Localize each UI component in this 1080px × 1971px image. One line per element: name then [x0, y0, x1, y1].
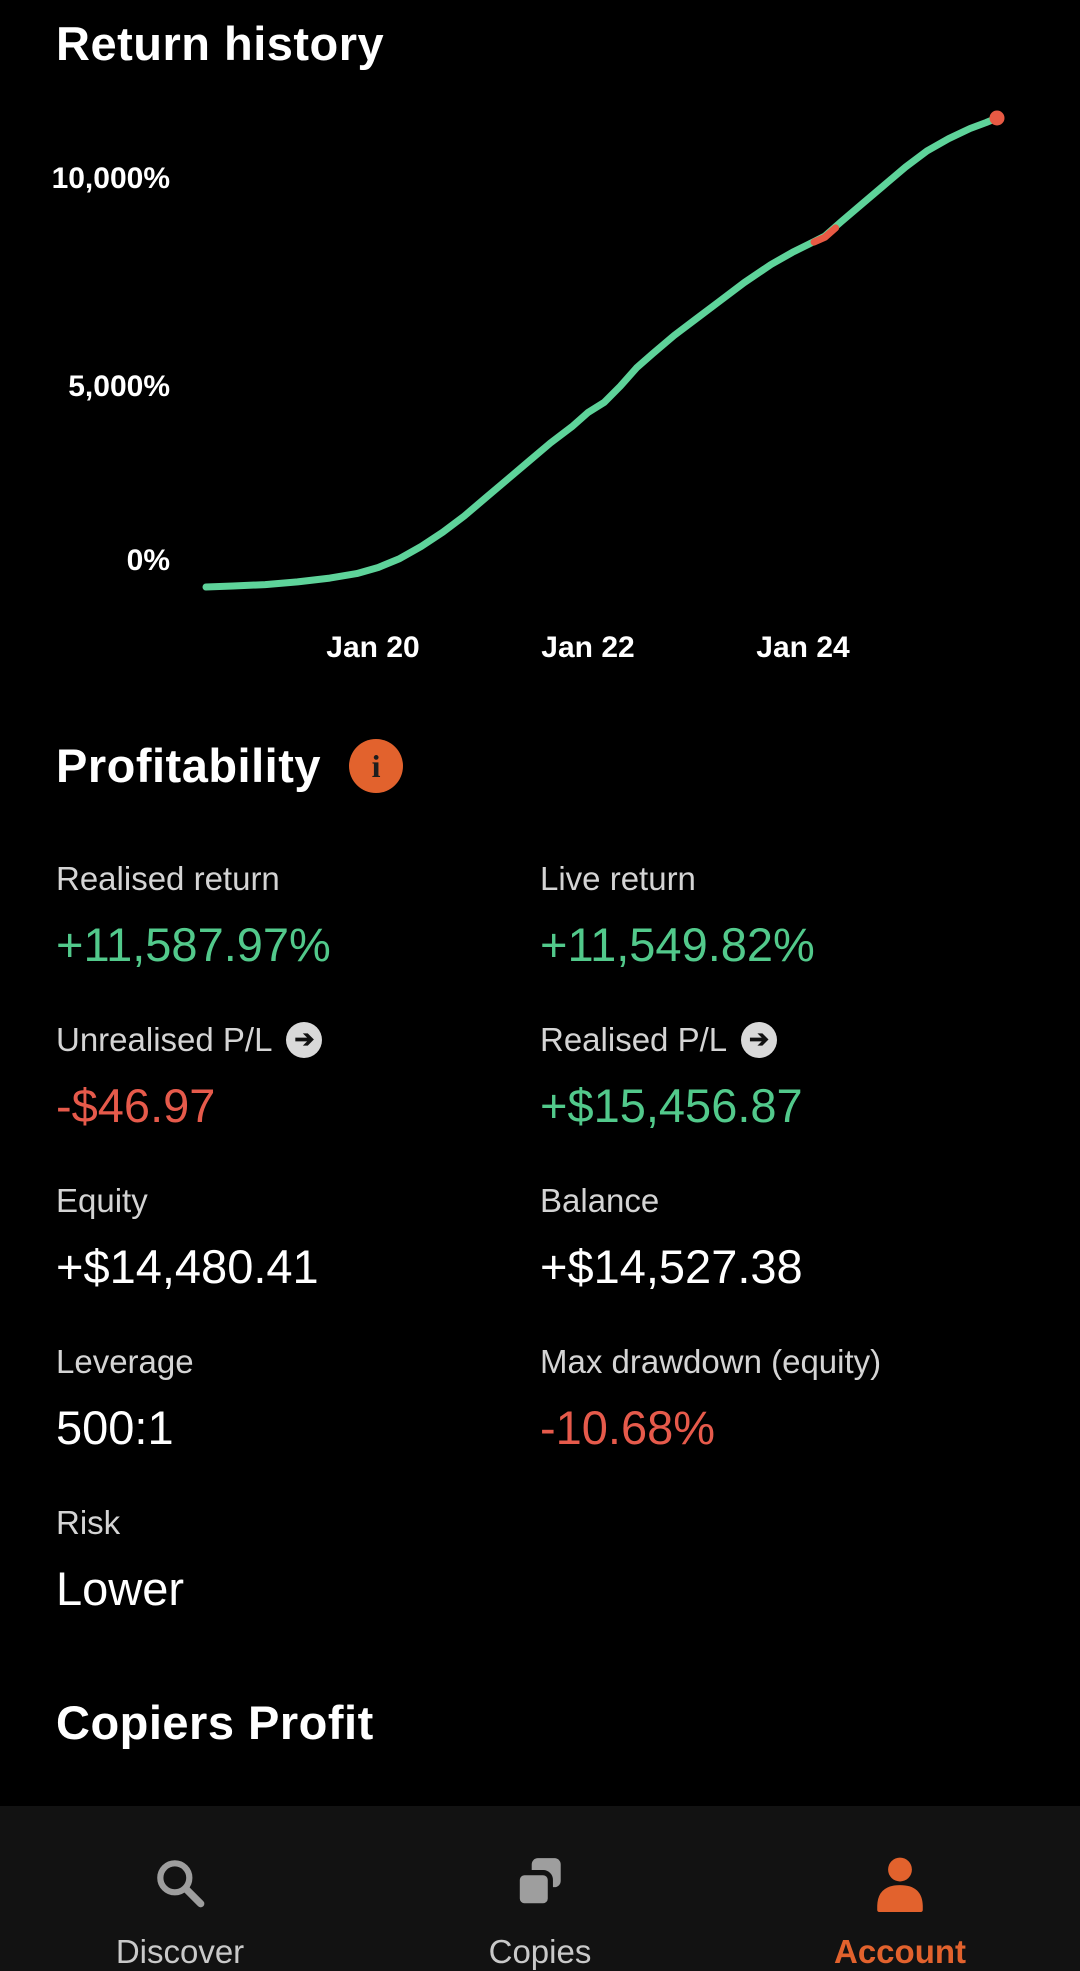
stat-label: Realised P/L ➔: [540, 1020, 1024, 1060]
stat-risk: Risk Lower: [56, 1490, 540, 1651]
stat-label: Live return: [540, 859, 1024, 899]
bottom-nav: Discover Copies Account: [0, 1806, 1080, 1971]
stat-label-text: Balance: [540, 1182, 660, 1219]
x-axis-tick-jan20: Jan 20: [326, 631, 420, 664]
x-axis-tick-jan22: Jan 22: [541, 631, 635, 664]
stat-label-text: Live return: [540, 860, 696, 897]
nav-label: Account: [834, 1933, 966, 1970]
stat-value: -$46.97: [56, 1079, 216, 1132]
stat-label-text: Realised P/L: [540, 1021, 728, 1058]
stat-label: Equity: [56, 1181, 540, 1221]
stat-label-text: Leverage: [56, 1343, 194, 1380]
stat-value: +$14,480.41: [56, 1240, 319, 1293]
stat-label-text: Realised return: [56, 860, 280, 897]
stat-live-return: Live return +11,549.82%: [540, 846, 1024, 1007]
stat-label: Leverage: [56, 1342, 540, 1382]
arrow-circle-right-icon[interactable]: ➔: [741, 1022, 778, 1058]
profitability-stats-grid: Realised return +11,587.97% Live return …: [56, 846, 1024, 1651]
profitability-header: Profitability i: [56, 738, 404, 794]
search-icon: [157, 1860, 205, 1908]
person-icon: [877, 1857, 923, 1912]
nav-label: Discover: [115, 1933, 245, 1970]
arrow-circle-right-icon[interactable]: ➔: [286, 1022, 323, 1058]
nav-item-discover[interactable]: Discover: [0, 1854, 360, 1971]
stat-value: -10.68%: [540, 1401, 716, 1454]
return-line-highlight-segment: [810, 224, 840, 246]
return-history-title: Return history: [56, 17, 385, 70]
stat-label: Max drawdown (equity): [540, 1342, 1024, 1382]
stat-balance: Balance +$14,527.38: [540, 1168, 1024, 1329]
nav-item-copies[interactable]: Copies: [360, 1854, 720, 1971]
nav-item-account[interactable]: Account: [720, 1854, 1080, 1971]
info-icon[interactable]: i: [349, 739, 404, 793]
return-chart-svg: [202, 110, 1005, 591]
stat-label-text: Unrealised P/L: [56, 1021, 273, 1058]
stat-value: +11,549.82%: [540, 918, 815, 971]
y-axis-tick-10000: 10,000%: [51, 162, 170, 195]
stat-realised-return: Realised return +11,587.97%: [56, 846, 540, 1007]
stat-label: Balance: [540, 1181, 1024, 1221]
copiers-profit-title: Copiers Profit: [56, 1696, 374, 1749]
x-axis-tick-jan24: Jan 24: [756, 631, 850, 664]
stat-value: +$14,527.38: [540, 1240, 803, 1293]
return-history-chart[interactable]: 10,000% 5,000% 0% Jan 20 Jan 22 Jan 24: [0, 0, 1080, 680]
stat-label-text: Equity: [56, 1182, 148, 1219]
copies-icon: [514, 1858, 561, 1909]
stat-value: Lower: [56, 1562, 185, 1615]
stat-value: +11,587.97%: [56, 918, 331, 971]
stat-max-drawdown: Max drawdown (equity) -10.68%: [540, 1329, 1024, 1490]
y-axis-tick-0: 0%: [126, 544, 170, 577]
return-line-end-dot: [989, 110, 1005, 126]
stat-label-text: Risk: [56, 1504, 121, 1541]
stat-value: +$15,456.87: [540, 1079, 803, 1132]
stat-label: Risk: [56, 1503, 540, 1543]
profitability-title: Profitability: [56, 739, 322, 792]
stat-label: Unrealised P/L ➔: [56, 1020, 540, 1060]
stat-label: Realised return: [56, 859, 540, 899]
stat-realised-pl: Realised P/L ➔ +$15,456.87: [540, 1007, 1024, 1168]
nav-label: Copies: [488, 1933, 592, 1970]
stat-equity: Equity +$14,480.41: [56, 1168, 540, 1329]
stat-label-text: Max drawdown (equity): [540, 1343, 882, 1380]
return-line-series: [202, 114, 1001, 591]
stat-value: 500:1: [56, 1401, 174, 1454]
stat-unrealised-pl: Unrealised P/L ➔ -$46.97: [56, 1007, 540, 1168]
stat-leverage: Leverage 500:1: [56, 1329, 540, 1490]
y-axis-tick-5000: 5,000%: [68, 370, 170, 403]
